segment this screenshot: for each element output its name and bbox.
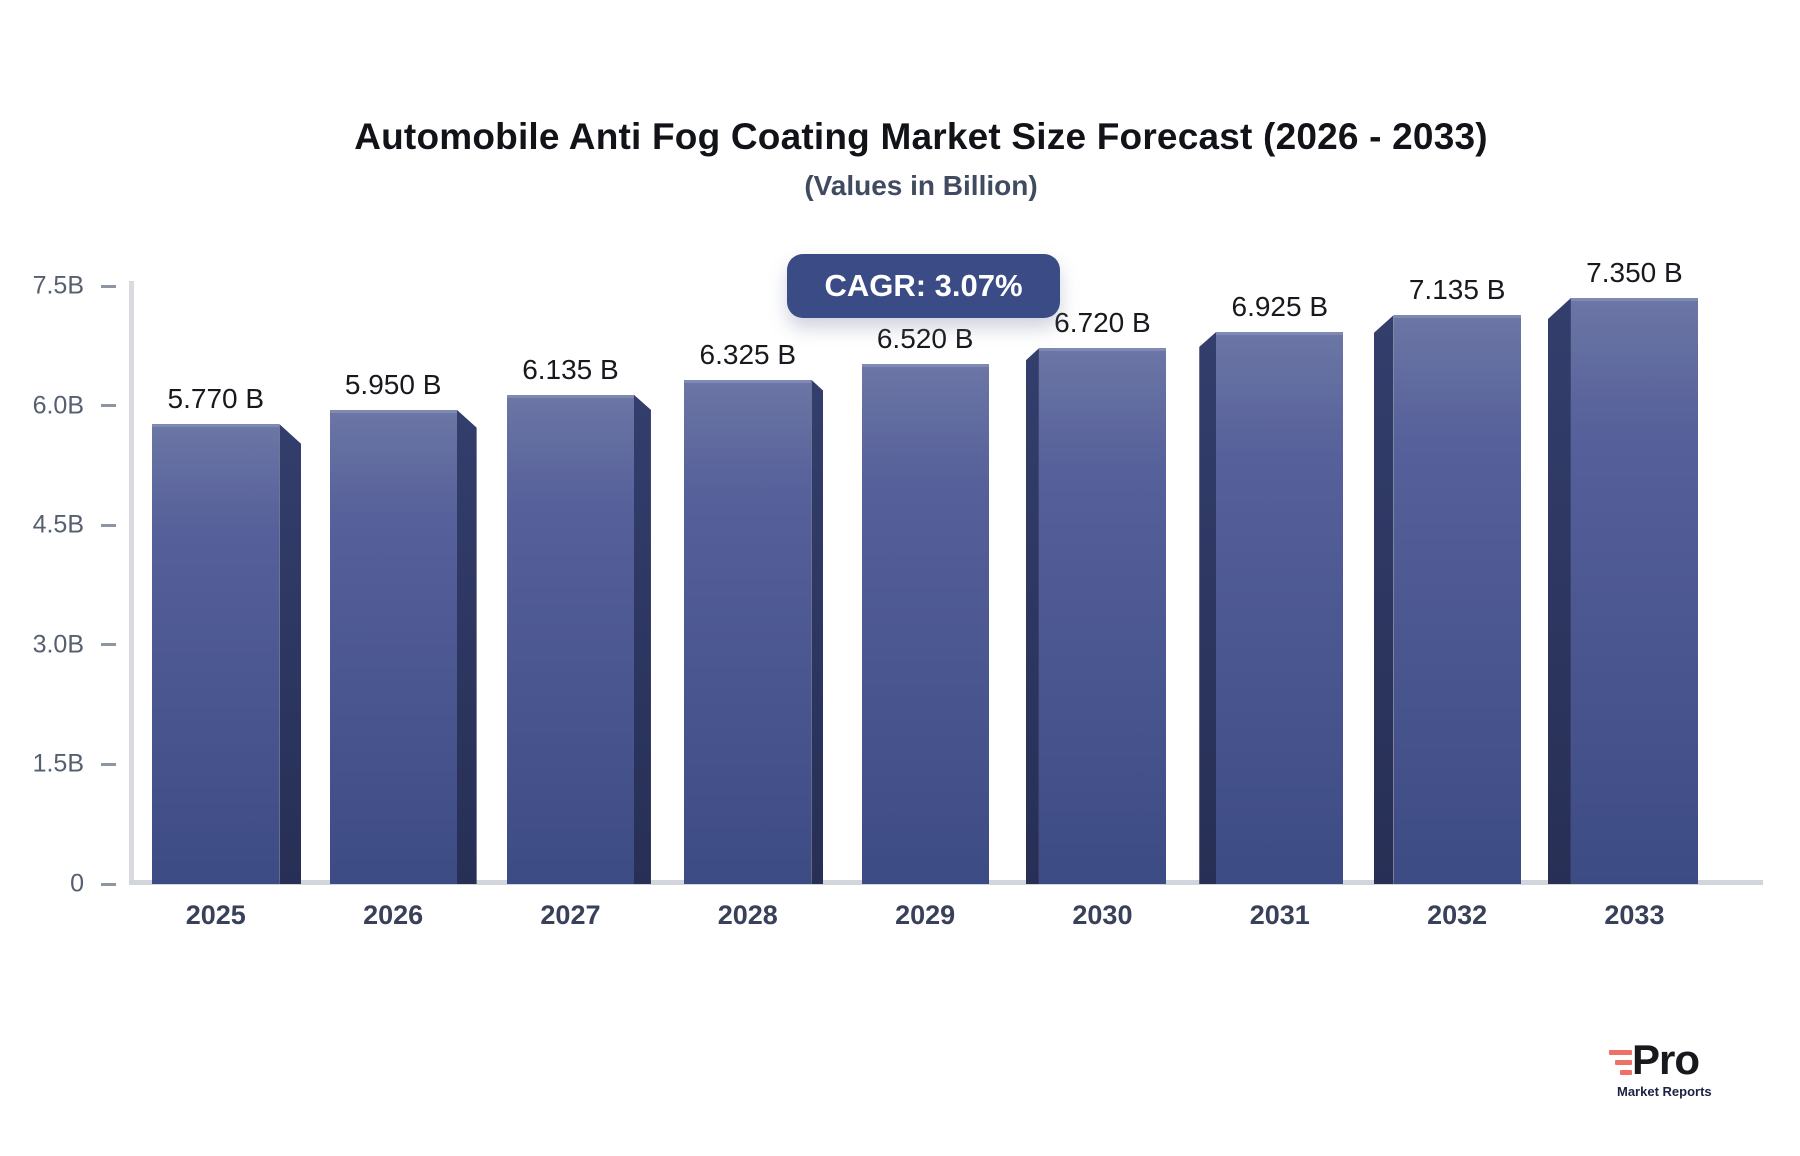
- y-tick-label: 3.0B: [32, 630, 84, 659]
- y-tick-dash: [101, 882, 116, 886]
- bar-value-label: 6.925 B: [1231, 290, 1329, 322]
- bar-side-3d: [1199, 331, 1217, 884]
- bar-side-3d: [811, 379, 824, 884]
- y-tick-dash: [101, 643, 116, 647]
- bar-2031: [1199, 331, 1344, 884]
- y-tick-dash: [101, 762, 116, 766]
- bar-side-3d: [1025, 348, 1039, 884]
- logo-tagline-text: Market Reports: [1617, 1084, 1712, 1099]
- x-tick-label-2025: 2025: [185, 900, 246, 930]
- bar-face: [329, 409, 457, 884]
- cagr-badge: CAGR: 3.07%: [787, 254, 1060, 318]
- bar-face: [861, 364, 989, 884]
- bar-value-label: 5.770 B: [167, 382, 265, 414]
- bar-side-3d: [633, 394, 651, 884]
- x-tick-label-2030: 2030: [1072, 900, 1133, 930]
- logo-speed-bars-icon: [1608, 1050, 1632, 1078]
- x-tick-label-2031: 2031: [1249, 900, 1310, 930]
- bar-value-label: 6.720 B: [1054, 307, 1151, 339]
- bar-face: [684, 379, 812, 884]
- bar-2032: [1373, 315, 1521, 884]
- chart-subtitle: (Values in Billion): [804, 170, 1038, 201]
- x-tick-label-2028: 2028: [717, 900, 778, 930]
- x-tick-label-2029: 2029: [895, 900, 956, 930]
- y-tick-dash: [101, 523, 116, 527]
- bar-2025: [152, 423, 302, 884]
- bar-2030: [1025, 348, 1166, 884]
- bar-value-label: 5.950 B: [344, 368, 442, 400]
- x-tick-label-2026: 2026: [363, 900, 424, 930]
- bar-face: [1216, 331, 1344, 884]
- y-tick-dash: [101, 404, 116, 408]
- y-tick-label: 7.5B: [32, 271, 84, 300]
- bar-face: [1393, 315, 1521, 884]
- bar-face: [152, 423, 280, 884]
- bar-face: [506, 394, 634, 884]
- chart-title: Automobile Anti Fog Coating Market Size …: [354, 116, 1488, 157]
- y-axis-line: [129, 281, 134, 884]
- bar-side-3d: [456, 409, 477, 884]
- x-tick-label-2027: 2027: [540, 900, 601, 930]
- bar-side-3d: [279, 423, 302, 884]
- bar-2027: [506, 394, 651, 884]
- y-tick-label: 1.5B: [32, 749, 84, 778]
- pro-market-reports-logo: Pro Market Reports: [1603, 1036, 1712, 1104]
- bar-2028: [684, 379, 824, 884]
- y-tick-dash: [101, 284, 116, 288]
- logo-brand-text: Pro: [1632, 1036, 1700, 1083]
- x-tick-label-2032: 2032: [1427, 900, 1488, 930]
- bar-side-3d: [1373, 315, 1394, 884]
- y-tick-label: 0: [70, 869, 84, 898]
- cagr-badge-label: CAGR: 3.07%: [824, 268, 1023, 303]
- bar-face: [1570, 297, 1698, 884]
- bar-side-3d: [1547, 297, 1571, 884]
- bar-2029: [861, 364, 989, 884]
- bar-value-label: 7.350 B: [1586, 256, 1683, 288]
- y-tick-label: 4.5B: [32, 510, 84, 539]
- x-tick-label-2033: 2033: [1604, 900, 1665, 930]
- y-tick-label: 6.0B: [32, 391, 84, 420]
- bar-2026: [329, 409, 477, 884]
- bar-value-label: 7.135 B: [1408, 274, 1506, 306]
- bar-value-label: 6.325 B: [699, 338, 797, 370]
- bar-value-label: 6.135 B: [522, 353, 619, 385]
- bar-value-label: 6.520 B: [876, 323, 974, 355]
- bar-face: [1038, 348, 1166, 884]
- bar-2033: [1547, 297, 1698, 884]
